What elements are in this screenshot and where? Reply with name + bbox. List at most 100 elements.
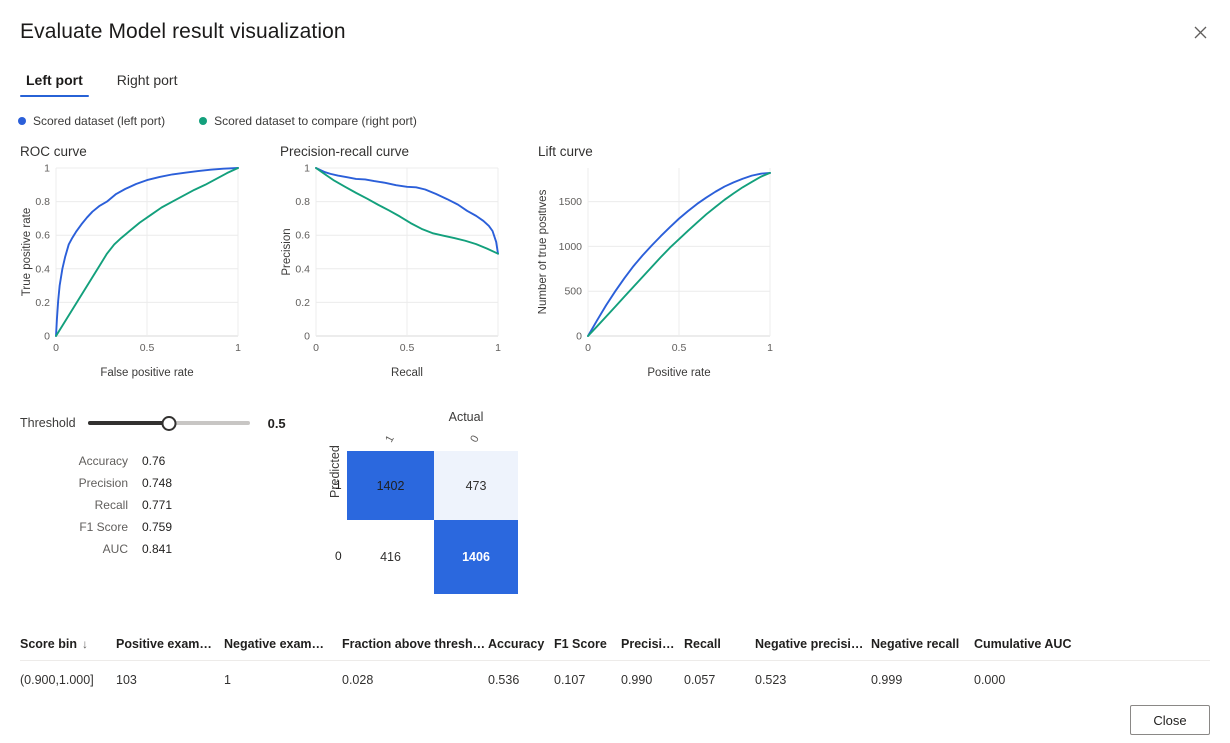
table-cell: 0.523 bbox=[755, 673, 787, 687]
cm-row-label: 0 bbox=[335, 549, 342, 563]
svg-text:0.2: 0.2 bbox=[35, 297, 50, 309]
metric-value: 0.841 bbox=[142, 542, 173, 556]
svg-text:True positive rate: True positive rate bbox=[21, 208, 33, 296]
svg-text:0.8: 0.8 bbox=[35, 196, 50, 208]
legend-item-left-port: Scored dataset (left port) bbox=[18, 114, 165, 128]
metric-row: F1 Score 0.759 bbox=[20, 516, 172, 538]
table-column-header[interactable]: Recall bbox=[684, 637, 755, 651]
table-cell: 0.028 bbox=[342, 673, 374, 687]
legend-dot-blue-icon bbox=[18, 117, 26, 125]
svg-text:False positive rate: False positive rate bbox=[100, 367, 193, 379]
table-cell: 0.999 bbox=[871, 673, 903, 687]
metric-name: Precision bbox=[78, 476, 128, 490]
svg-text:0.4: 0.4 bbox=[35, 263, 50, 275]
svg-text:0: 0 bbox=[304, 331, 310, 343]
table-column-header[interactable]: Cumulative AUC bbox=[974, 637, 1094, 651]
table-cell: (0.900,1.000] bbox=[20, 673, 94, 687]
table-column-label: F1 Score bbox=[554, 637, 607, 651]
legend-item-right-port: Scored dataset to compare (right port) bbox=[199, 114, 417, 128]
table-cell: 103 bbox=[116, 673, 137, 687]
table-column-header[interactable]: Negative recall bbox=[871, 637, 974, 651]
metric-value: 0.771 bbox=[142, 498, 173, 512]
cm-col-label: 0 bbox=[468, 433, 482, 445]
threshold-label: Threshold bbox=[20, 416, 76, 430]
chart-canvas-pr: 0 0.2 0.4 0.6 0.8 1 0 0.5 1 Recall Precision bbox=[280, 160, 516, 397]
svg-text:1: 1 bbox=[44, 163, 50, 175]
metric-value: 0.76 bbox=[142, 454, 166, 468]
confusion-matrix: Actual Predicted 1 0 1 0 1402 473 416 1406 bbox=[310, 410, 570, 610]
tab-right-port[interactable]: Right port bbox=[116, 72, 178, 88]
svg-text:0.5: 0.5 bbox=[140, 342, 155, 354]
threshold-control: Threshold 0.5 bbox=[20, 414, 286, 432]
legend-label-left-port: Scored dataset (left port) bbox=[33, 114, 166, 128]
table-column-header[interactable]: Fraction above thresh… bbox=[342, 637, 488, 651]
svg-text:Positive rate: Positive rate bbox=[647, 367, 710, 379]
table-column-label: Positive exam… bbox=[116, 637, 212, 651]
table-column-header[interactable]: F1 Score bbox=[554, 637, 621, 651]
table-body: (0.900,1.000] 103 1 0.028 0.536 0.107 0.990 0.0… bbox=[20, 661, 1210, 699]
table-column-header[interactable]: Score bin ↓ bbox=[20, 637, 116, 651]
svg-text:1: 1 bbox=[304, 163, 310, 175]
table-cell: 0.000 bbox=[974, 673, 1006, 687]
chart-title-pr: Precision-recall curve bbox=[280, 144, 410, 159]
svg-text:1: 1 bbox=[767, 342, 773, 354]
table-cell: 1 bbox=[224, 673, 231, 687]
cm-actual-axis-label: Actual bbox=[448, 410, 484, 424]
chart-title-roc: ROC curve bbox=[20, 144, 87, 159]
score-bin-table: Score bin ↓ Positive exam… Negative exam… Fr… bbox=[20, 628, 1210, 699]
table-column-label: Recall bbox=[684, 637, 721, 651]
cm-cell: 416 bbox=[347, 520, 434, 594]
table-column-label: Negative precisi… bbox=[755, 637, 864, 651]
table-column-header[interactable]: Precisi… bbox=[621, 637, 684, 651]
charts-row: ROC curve 0 0.2 0.4 0.6 0.8 1 0 0.5 1 False posit… bbox=[0, 144, 1230, 394]
svg-text:0.6: 0.6 bbox=[35, 230, 50, 242]
metric-row: AUC 0.841 bbox=[20, 538, 172, 560]
chart-canvas-roc: 0 0.2 0.4 0.6 0.8 1 0 0.5 1 False positive rate Tr… bbox=[20, 160, 256, 397]
table-column-header[interactable]: Accuracy bbox=[488, 637, 554, 651]
svg-text:1: 1 bbox=[495, 342, 501, 354]
svg-text:0: 0 bbox=[576, 331, 582, 343]
chart-canvas-lift: 0 500 1000 1500 0 0.5 1 Positive rate Number of … bbox=[537, 160, 788, 397]
port-tabs: Left port Right port bbox=[20, 68, 183, 97]
table-column-header[interactable]: Negative exam… bbox=[224, 637, 342, 651]
svg-text:Number of true positives: Number of true positives bbox=[538, 189, 549, 314]
metric-row: Recall 0.771 bbox=[20, 494, 172, 516]
svg-text:1: 1 bbox=[235, 342, 241, 354]
chart-legend: Scored dataset (left port) Scored datase… bbox=[18, 114, 417, 128]
svg-text:0.5: 0.5 bbox=[400, 342, 415, 354]
close-button[interactable]: Close bbox=[1130, 705, 1210, 735]
svg-text:0.8: 0.8 bbox=[295, 196, 310, 208]
metric-name: Recall bbox=[94, 498, 128, 512]
table-column-header[interactable]: Positive exam… bbox=[116, 637, 224, 651]
chart-title-lift: Lift curve bbox=[538, 144, 593, 159]
cm-row-label: 1 bbox=[335, 477, 342, 492]
table-header-divider bbox=[20, 660, 1210, 661]
close-x-icon[interactable] bbox=[1182, 14, 1218, 50]
table-column-label: Score bin bbox=[20, 637, 77, 651]
svg-text:0.5: 0.5 bbox=[672, 342, 687, 354]
metrics-list: Accuracy 0.76 Precision 0.748 Recall 0.771 F1 … bbox=[20, 450, 172, 560]
metric-row: Precision 0.748 bbox=[20, 472, 172, 494]
legend-dot-green-icon bbox=[199, 117, 208, 125]
slider-fill bbox=[87, 421, 169, 425]
threshold-slider[interactable] bbox=[87, 414, 250, 432]
legend-label-right-port: Scored dataset to compare (right port) bbox=[214, 114, 417, 128]
table-cell: 0.990 bbox=[621, 673, 653, 687]
svg-text:0: 0 bbox=[313, 342, 319, 354]
table-row[interactable]: (0.900,1.000] 103 1 0.028 0.536 0.107 0.990 0.0… bbox=[20, 661, 1210, 699]
metric-row: Accuracy 0.76 bbox=[20, 450, 172, 472]
table-column-label: Cumulative AUC bbox=[974, 637, 1072, 651]
slider-thumb[interactable] bbox=[161, 415, 177, 431]
table-column-label: Precisi… bbox=[621, 637, 675, 651]
svg-text:1000: 1000 bbox=[559, 241, 583, 253]
svg-text:1500: 1500 bbox=[559, 196, 583, 208]
page-title: Evaluate Model result visualization bbox=[20, 20, 346, 43]
table-cell: 0.057 bbox=[684, 673, 716, 687]
svg-text:0: 0 bbox=[585, 342, 591, 354]
sort-descending-icon: ↓ bbox=[81, 637, 88, 651]
table-column-header[interactable]: Negative precisi… bbox=[755, 637, 871, 651]
metric-value: 0.748 bbox=[142, 476, 173, 490]
tab-left-port[interactable]: Left port bbox=[20, 68, 89, 97]
svg-text:Precision: Precision bbox=[281, 228, 293, 275]
cm-cell: 1402 bbox=[347, 451, 434, 520]
